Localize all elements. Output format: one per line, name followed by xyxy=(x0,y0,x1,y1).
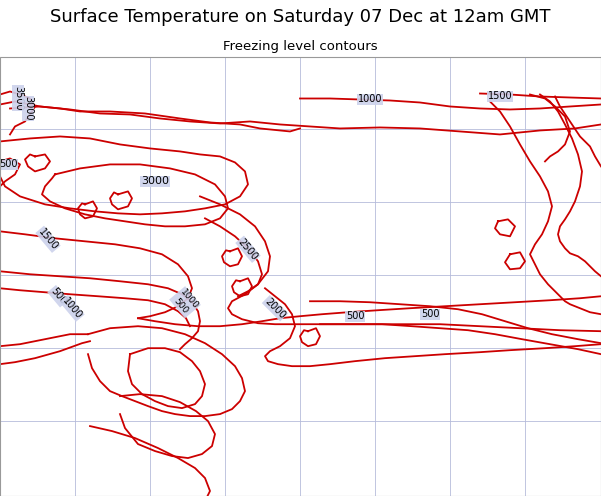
Text: 1500: 1500 xyxy=(487,91,512,102)
Text: 500: 500 xyxy=(0,159,17,170)
Text: 1000: 1000 xyxy=(358,95,382,105)
Text: 1000
500: 1000 500 xyxy=(170,287,200,317)
Text: 500: 500 xyxy=(421,309,439,319)
Text: 3500: 3500 xyxy=(13,86,23,111)
Text: Surface Temperature on Saturday 07 Dec at 12am GMT: Surface Temperature on Saturday 07 Dec a… xyxy=(50,8,551,26)
Text: 3000: 3000 xyxy=(141,177,169,186)
Text: 1000: 1000 xyxy=(60,296,84,321)
Text: 2500: 2500 xyxy=(236,237,260,262)
Text: 500: 500 xyxy=(346,311,364,321)
Text: 2000: 2000 xyxy=(263,296,287,320)
Text: Freezing level contours: Freezing level contours xyxy=(223,40,378,53)
Text: 3000: 3000 xyxy=(23,96,33,121)
Text: 1500: 1500 xyxy=(36,227,59,252)
Text: 500: 500 xyxy=(48,286,68,307)
